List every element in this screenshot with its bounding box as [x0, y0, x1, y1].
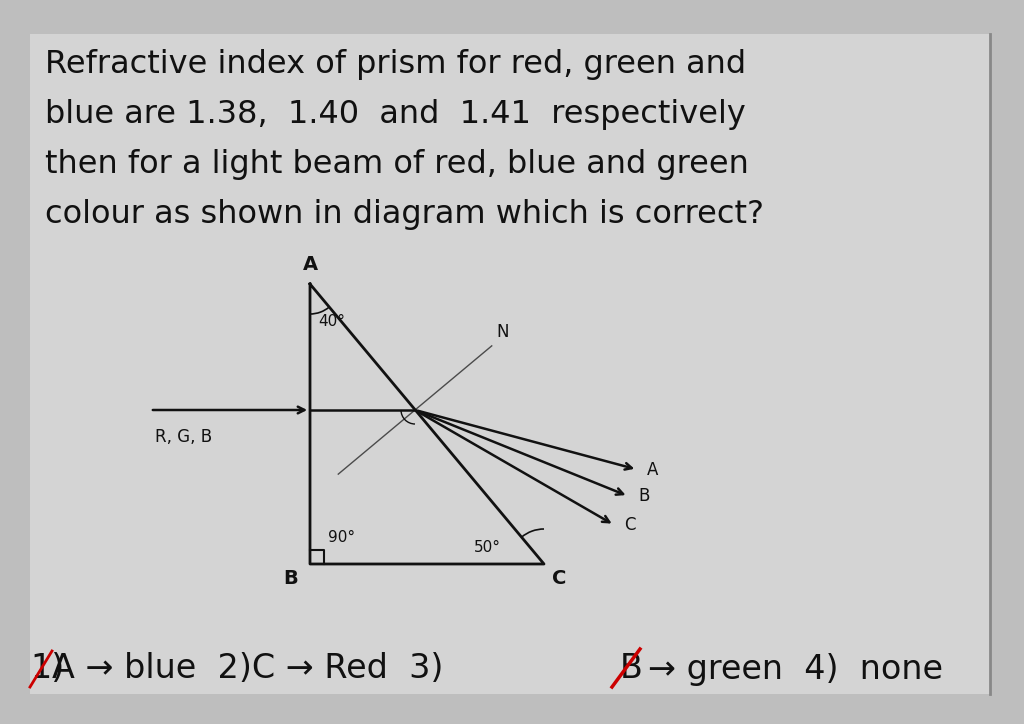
Text: colour as shown in diagram which is correct?: colour as shown in diagram which is corr…	[45, 198, 764, 230]
Text: B: B	[638, 487, 649, 505]
Text: 50°: 50°	[474, 540, 501, 555]
Text: N: N	[497, 323, 509, 341]
Text: Refractive index of prism for red, green and: Refractive index of prism for red, green…	[45, 49, 746, 80]
Text: R, G, B: R, G, B	[155, 428, 212, 446]
Text: C: C	[625, 516, 636, 534]
Text: C: C	[552, 569, 566, 588]
Text: B: B	[284, 569, 298, 588]
Text: A: A	[647, 460, 658, 479]
Text: then for a light beam of red, blue and green: then for a light beam of red, blue and g…	[45, 148, 749, 180]
Text: → green  4)  none: → green 4) none	[648, 652, 943, 686]
Text: A: A	[302, 255, 317, 274]
FancyBboxPatch shape	[30, 34, 990, 694]
Text: A → blue  2)C → Red  3): A → blue 2)C → Red 3)	[52, 652, 443, 686]
Text: 1): 1)	[30, 652, 65, 686]
Text: blue are 1.38,  1.40  and  1.41  respectively: blue are 1.38, 1.40 and 1.41 respectivel…	[45, 98, 745, 130]
Text: 90°: 90°	[328, 530, 355, 545]
Text: B: B	[620, 652, 643, 686]
Text: 40°: 40°	[318, 314, 345, 329]
